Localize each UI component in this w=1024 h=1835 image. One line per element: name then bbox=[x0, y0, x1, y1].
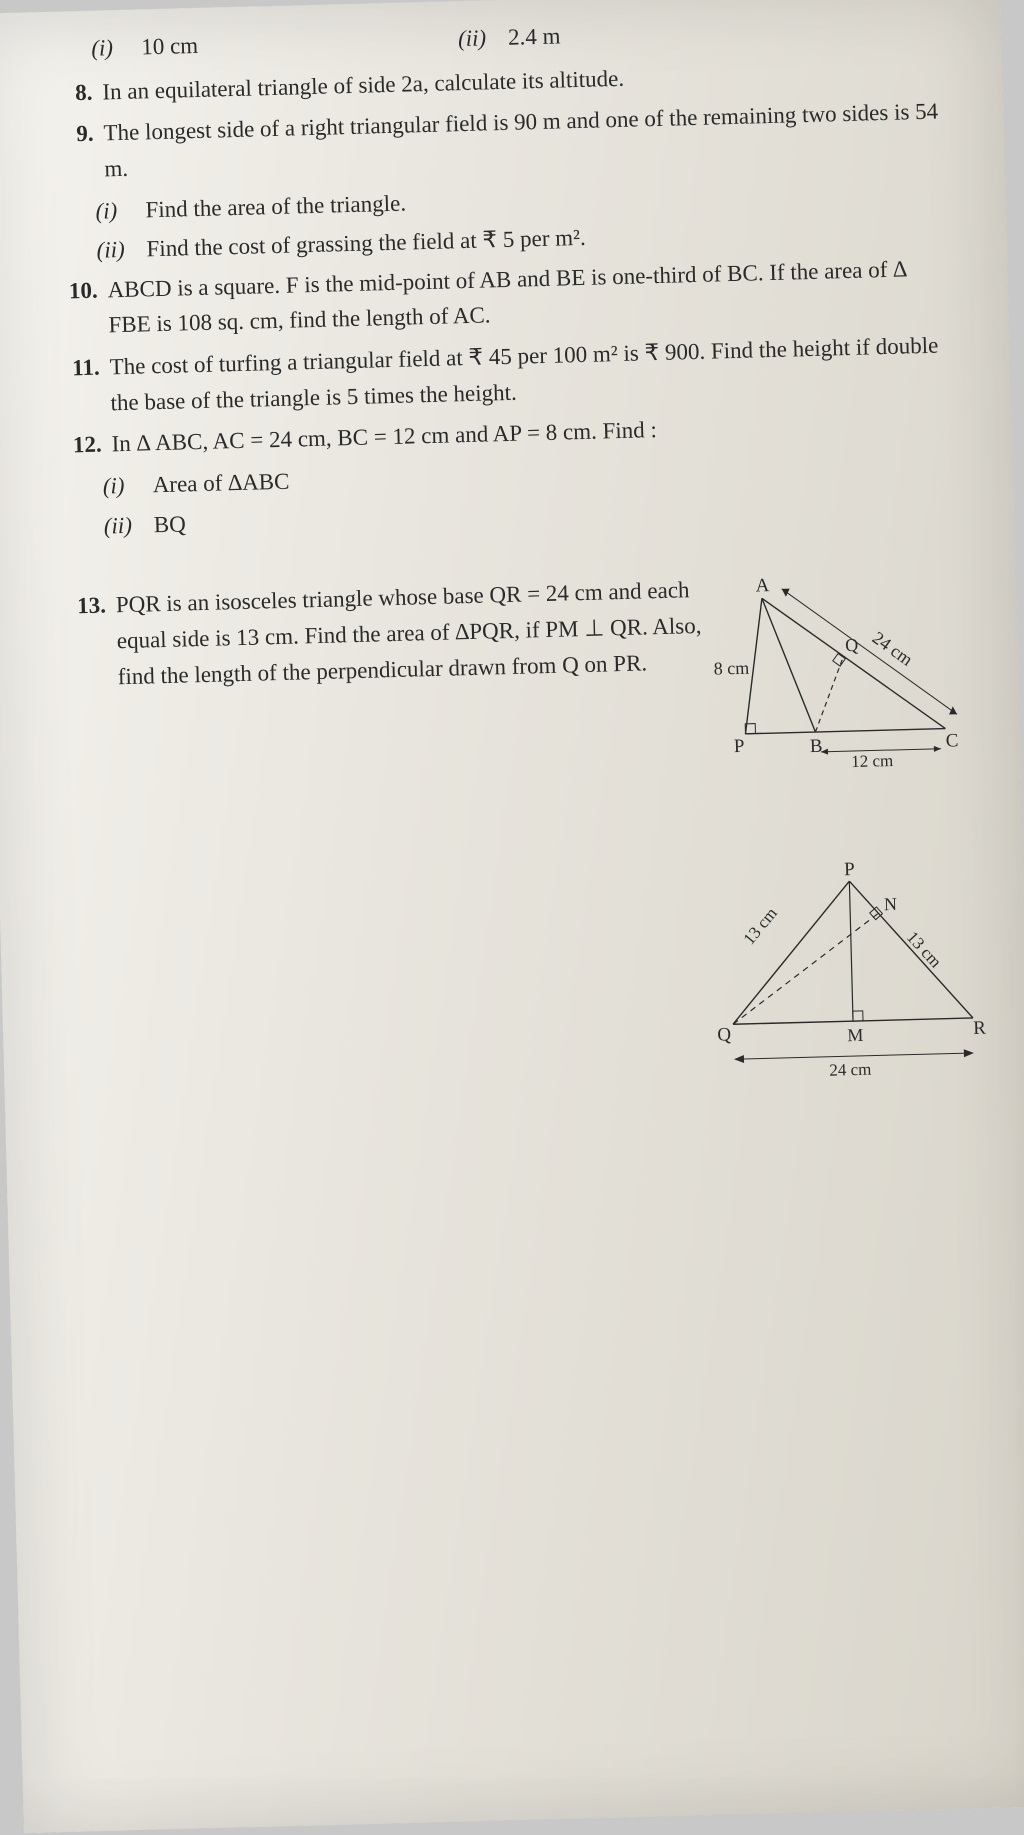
q7-i-text: 10 cm bbox=[141, 28, 199, 65]
q8-num: 8. bbox=[48, 74, 103, 111]
q9-num: 9. bbox=[49, 116, 104, 153]
q9-i-label: (i) bbox=[95, 192, 146, 229]
q13-num: 13. bbox=[61, 588, 116, 625]
fig12-C: C bbox=[945, 730, 958, 751]
q12-ii-label: (ii) bbox=[103, 507, 154, 544]
fig12-ap-label: 8 cm bbox=[713, 658, 749, 679]
triangle-abc-svg: 24 cm 12 cm 8 cm A P B C Q bbox=[711, 568, 976, 775]
q11-num: 11. bbox=[55, 349, 110, 386]
fig12-B: B bbox=[810, 736, 823, 757]
q12-num: 12. bbox=[57, 427, 112, 464]
triangle-pqr-svg: P Q R M N 13 cm 13 cm 24 cm bbox=[699, 858, 995, 1096]
page: C (i) 10 cm (ii) 2.4 m 8. In an equilate… bbox=[0, 0, 1024, 1833]
fig13-M: M bbox=[847, 1025, 864, 1045]
q11-text: The cost of turfing a triangular field a… bbox=[109, 327, 957, 420]
fig12-Q: Q bbox=[845, 635, 859, 655]
q7-ii-text: 2.4 m bbox=[508, 18, 561, 55]
fig13-P: P bbox=[844, 859, 855, 880]
fig12-bc-label: 12 cm bbox=[851, 751, 894, 771]
fig13-R: R bbox=[973, 1018, 987, 1039]
fig13-Q: Q bbox=[717, 1024, 732, 1045]
fig12-P: P bbox=[734, 736, 745, 757]
q7-ii-label: (ii) bbox=[458, 20, 509, 57]
fig13-qr-label: 24 cm bbox=[829, 1060, 872, 1080]
fig13-pq-label: 13 cm bbox=[739, 904, 780, 949]
figure-q12: 24 cm 12 cm 8 cm A P B C Q bbox=[711, 568, 976, 780]
fig12-ac-label: 24 cm bbox=[869, 627, 917, 669]
q9-text: The longest side of a right triangular f… bbox=[103, 94, 951, 187]
figure-q13: P Q R M N 13 cm 13 cm 24 cm bbox=[699, 858, 995, 1101]
q12-i-label: (i) bbox=[102, 467, 153, 504]
fig12-A: A bbox=[755, 575, 770, 596]
fig13-N: N bbox=[884, 894, 898, 914]
q7-i-label: (i) bbox=[91, 29, 142, 66]
q10-num: 10. bbox=[53, 272, 108, 309]
q13-text: PQR is an isosceles triangle whose base … bbox=[115, 571, 738, 694]
q9-ii-label: (ii) bbox=[96, 232, 147, 269]
